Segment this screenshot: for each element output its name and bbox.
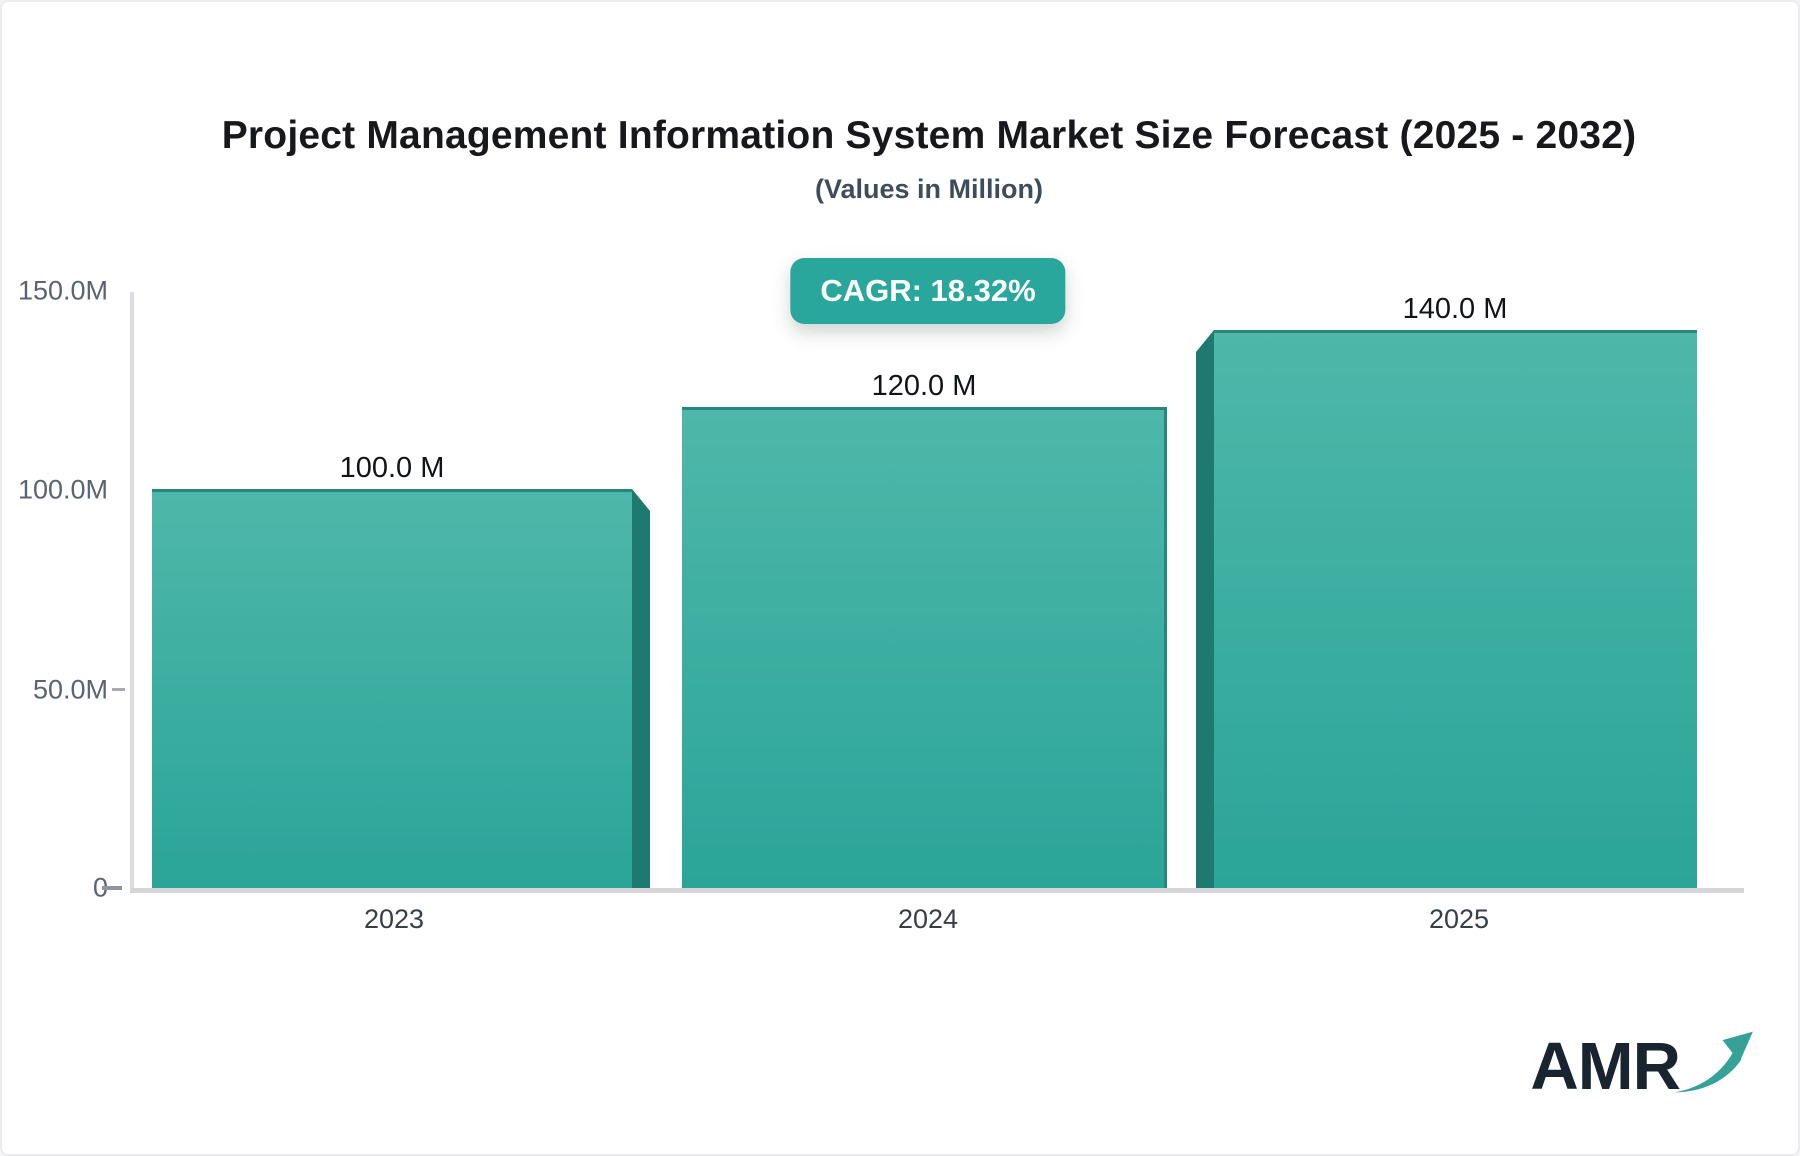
amr-logo-text: AMR xyxy=(1530,1029,1681,1104)
x-tick-label-2023: 2023 xyxy=(363,904,425,934)
bar-value-label-2025: 140.0 M xyxy=(1402,293,1508,325)
y-tick-label-50: 50.0M xyxy=(32,674,108,705)
y-axis-line xyxy=(130,292,134,892)
bar-2024 xyxy=(682,407,1167,888)
y-tick-label-100: 100.0M xyxy=(17,474,108,505)
y-tick-label-150: 150.0M xyxy=(17,275,108,306)
y-tick-mark-50 xyxy=(112,688,125,691)
chart-title: Project Management Information System Ma… xyxy=(221,114,1637,157)
y-tick-mark-0 xyxy=(102,886,122,890)
x-axis-line xyxy=(130,888,1744,893)
y-tick-label-0: 0 xyxy=(92,872,108,903)
x-tick-label-2025: 2025 xyxy=(1428,904,1490,934)
bar-2025-extrusion xyxy=(1196,330,1214,888)
cagr-badge: CAGR: 18.32% xyxy=(790,258,1066,324)
bar-value-label-2024: 120.0 M xyxy=(871,370,977,402)
bar-2023 xyxy=(152,489,632,888)
bar-2025 xyxy=(1214,330,1697,888)
chart-subtitle: (Values in Million) xyxy=(814,174,1044,204)
bar-2023-extrusion xyxy=(632,489,650,888)
trend-up-arrow-icon xyxy=(1670,1024,1756,1105)
bar-value-label-2023: 100.0 M xyxy=(339,452,445,484)
amr-logo: AMR xyxy=(1530,1028,1756,1105)
x-tick-label-2024: 2024 xyxy=(897,904,959,934)
